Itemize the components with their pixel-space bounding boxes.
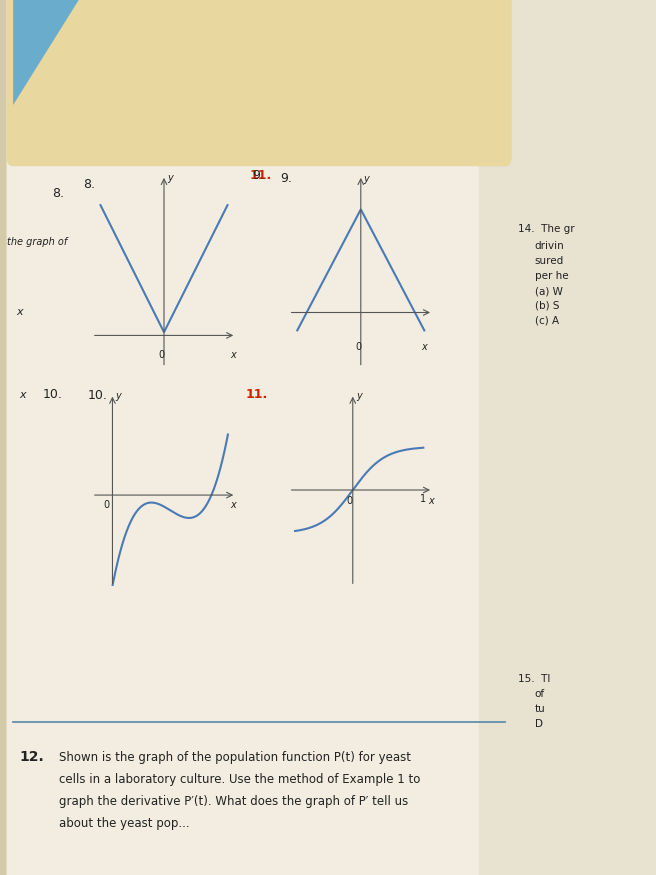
- Text: y: y: [356, 390, 361, 401]
- Text: 0: 0: [346, 496, 353, 507]
- Text: x: x: [16, 307, 23, 317]
- Text: 1: 1: [420, 494, 426, 504]
- Text: 8.: 8.: [83, 178, 95, 191]
- Polygon shape: [13, 0, 79, 105]
- Text: (c) A: (c) A: [535, 316, 559, 326]
- FancyBboxPatch shape: [7, 0, 512, 166]
- Text: x: x: [230, 500, 236, 510]
- Text: 9.: 9.: [280, 172, 292, 185]
- Text: x: x: [421, 342, 427, 353]
- Text: x: x: [230, 350, 236, 360]
- Text: 0: 0: [159, 350, 165, 360]
- FancyBboxPatch shape: [7, 0, 512, 875]
- Text: 14.  The gr: 14. The gr: [518, 224, 575, 234]
- Text: about the yeast pop...: about the yeast pop...: [59, 817, 190, 829]
- Text: 11.: 11.: [246, 388, 268, 401]
- FancyBboxPatch shape: [479, 0, 656, 875]
- Text: 11.: 11.: [249, 170, 272, 182]
- Text: 8.: 8.: [52, 187, 64, 200]
- Text: 0: 0: [103, 500, 110, 510]
- Text: per he: per he: [535, 271, 568, 281]
- Text: sured: sured: [535, 256, 564, 266]
- Text: tu: tu: [535, 704, 545, 714]
- Text: 12.: 12.: [20, 750, 45, 764]
- Text: 10.: 10.: [88, 388, 108, 402]
- Text: y: y: [115, 391, 121, 401]
- Text: x: x: [428, 496, 434, 507]
- Text: 10.: 10.: [43, 388, 62, 401]
- Text: y: y: [167, 173, 173, 184]
- Text: graph the derivative P′(t). What does the graph of P′ tell us: graph the derivative P′(t). What does th…: [59, 795, 408, 808]
- Text: cells in a laboratory culture. Use the method of Example 1 to: cells in a laboratory culture. Use the m…: [59, 774, 420, 786]
- Text: the graph of: the graph of: [7, 237, 67, 247]
- Text: 0: 0: [356, 342, 361, 353]
- Text: 15.  Tl: 15. Tl: [518, 675, 550, 684]
- Text: of: of: [535, 690, 544, 699]
- Text: 9.: 9.: [253, 170, 264, 182]
- Text: y: y: [363, 174, 369, 184]
- Text: D: D: [535, 719, 543, 729]
- Text: drivin: drivin: [535, 242, 564, 251]
- Text: Shown is the graph of the population function P(t) for yeast: Shown is the graph of the population fun…: [59, 752, 411, 764]
- Text: x: x: [20, 390, 26, 400]
- Text: (b) S: (b) S: [535, 301, 559, 311]
- Text: (a) W: (a) W: [535, 286, 562, 296]
